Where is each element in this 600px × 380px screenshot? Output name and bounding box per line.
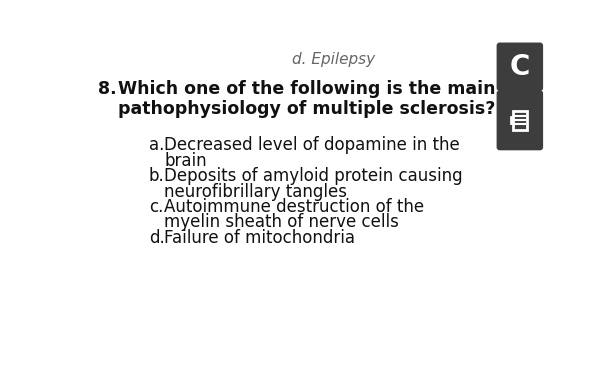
Text: Decreased level of dopamine in the: Decreased level of dopamine in the bbox=[164, 136, 460, 154]
Bar bbox=[513, 111, 527, 130]
Text: d. Epilepsy: d. Epilepsy bbox=[292, 52, 375, 67]
Text: Deposits of amyloid protein causing: Deposits of amyloid protein causing bbox=[164, 167, 463, 185]
FancyBboxPatch shape bbox=[497, 43, 543, 91]
Text: b.: b. bbox=[149, 167, 164, 185]
Text: Failure of mitochondria: Failure of mitochondria bbox=[164, 229, 355, 247]
Text: a.: a. bbox=[149, 136, 164, 154]
Text: pathophysiology of multiple sclerosis?: pathophysiology of multiple sclerosis? bbox=[118, 100, 495, 117]
Text: neurofibrillary tangles: neurofibrillary tangles bbox=[164, 183, 347, 201]
Text: Which one of the following is the main: Which one of the following is the main bbox=[118, 80, 495, 98]
Text: d.: d. bbox=[149, 229, 164, 247]
Text: Autoimmune destruction of the: Autoimmune destruction of the bbox=[164, 198, 424, 216]
Text: C: C bbox=[509, 53, 530, 81]
FancyBboxPatch shape bbox=[497, 90, 543, 150]
Text: myelin sheath of nerve cells: myelin sheath of nerve cells bbox=[164, 214, 399, 231]
Text: 8.: 8. bbox=[98, 80, 117, 98]
Text: brain: brain bbox=[164, 152, 207, 170]
Text: c.: c. bbox=[149, 198, 163, 216]
